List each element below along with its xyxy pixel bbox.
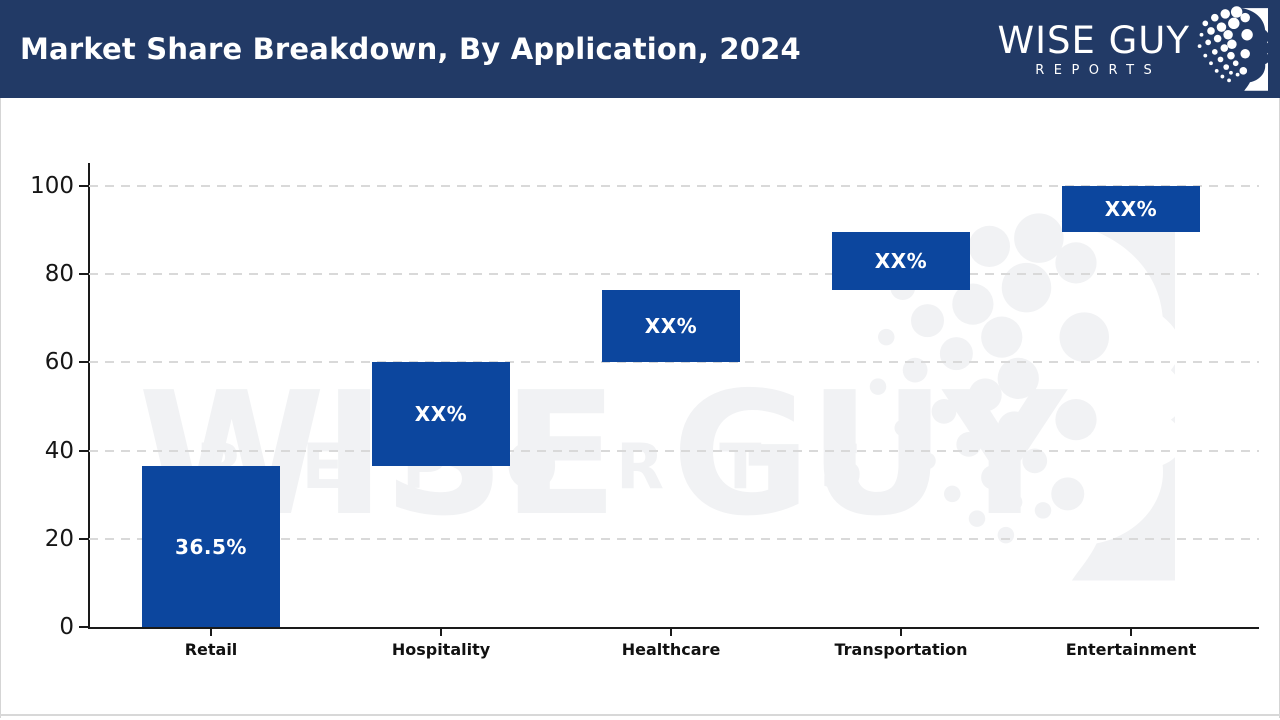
logo-reports-text: REPORTS: [1035, 62, 1162, 78]
page-title: Market Share Breakdown, By Application, …: [20, 32, 801, 66]
gridline: [89, 537, 1259, 540]
x-tick-mark: [1130, 629, 1132, 636]
logo-wordmark: WISE GUY REPORTS: [998, 22, 1190, 77]
y-tick-label: 40: [44, 437, 74, 464]
x-category-label: Entertainment: [1065, 640, 1197, 659]
bar-value-label: XX%: [874, 248, 928, 273]
y-tick-label: 80: [44, 261, 74, 288]
gridline: [89, 449, 1259, 452]
bar-entertainment: XX%: [1062, 186, 1200, 233]
bar-value-label: XX%: [1104, 197, 1158, 222]
x-category-label: Healthcare: [621, 640, 721, 659]
wiseguy-logo: WISE GUY REPORTS: [998, 6, 1268, 92]
bar-hospitality: XX%: [372, 362, 510, 467]
y-tick-mark: [79, 626, 88, 628]
bar-value-label: XX%: [414, 402, 468, 427]
y-tick-mark: [79, 273, 88, 276]
logo-wiseguy-text: WISE GUY: [997, 18, 1190, 62]
gridline: [89, 273, 1259, 276]
page-border-bottom: [0, 714, 1280, 716]
gridline: [89, 361, 1259, 364]
bar-transportation: XX%: [832, 232, 970, 290]
x-tick-mark: [900, 629, 902, 636]
x-tick-mark: [670, 629, 672, 636]
x-category-label: Hospitality: [391, 640, 491, 659]
y-tick-mark: [79, 185, 88, 187]
y-tick-label: 0: [59, 614, 74, 640]
gridline: [89, 185, 1259, 187]
y-tick-label: 100: [30, 173, 74, 199]
head-logo-icon: [1197, 6, 1268, 91]
bar-healthcare: XX%: [602, 289, 740, 363]
x-category-label: Transportation: [834, 640, 968, 659]
y-tick-mark: [79, 537, 88, 540]
y-tick-mark: [79, 361, 88, 364]
bar-retail: 36.5%: [142, 466, 280, 627]
y-tick-label: 20: [44, 525, 74, 552]
y-tick-label: 60: [44, 349, 74, 376]
x-category-label: Retail: [184, 640, 238, 659]
x-axis-line: [88, 627, 1259, 629]
y-tick-mark: [79, 449, 88, 452]
page-border-left: [0, 98, 1, 718]
x-tick-mark: [440, 629, 442, 636]
y-axis-line: [88, 163, 90, 629]
bar-value-label: XX%: [644, 314, 698, 338]
bar-value-label: 36.5%: [175, 534, 247, 559]
header-band: Market Share Breakdown, By Application, …: [0, 0, 1280, 98]
x-tick-mark: [210, 629, 212, 636]
